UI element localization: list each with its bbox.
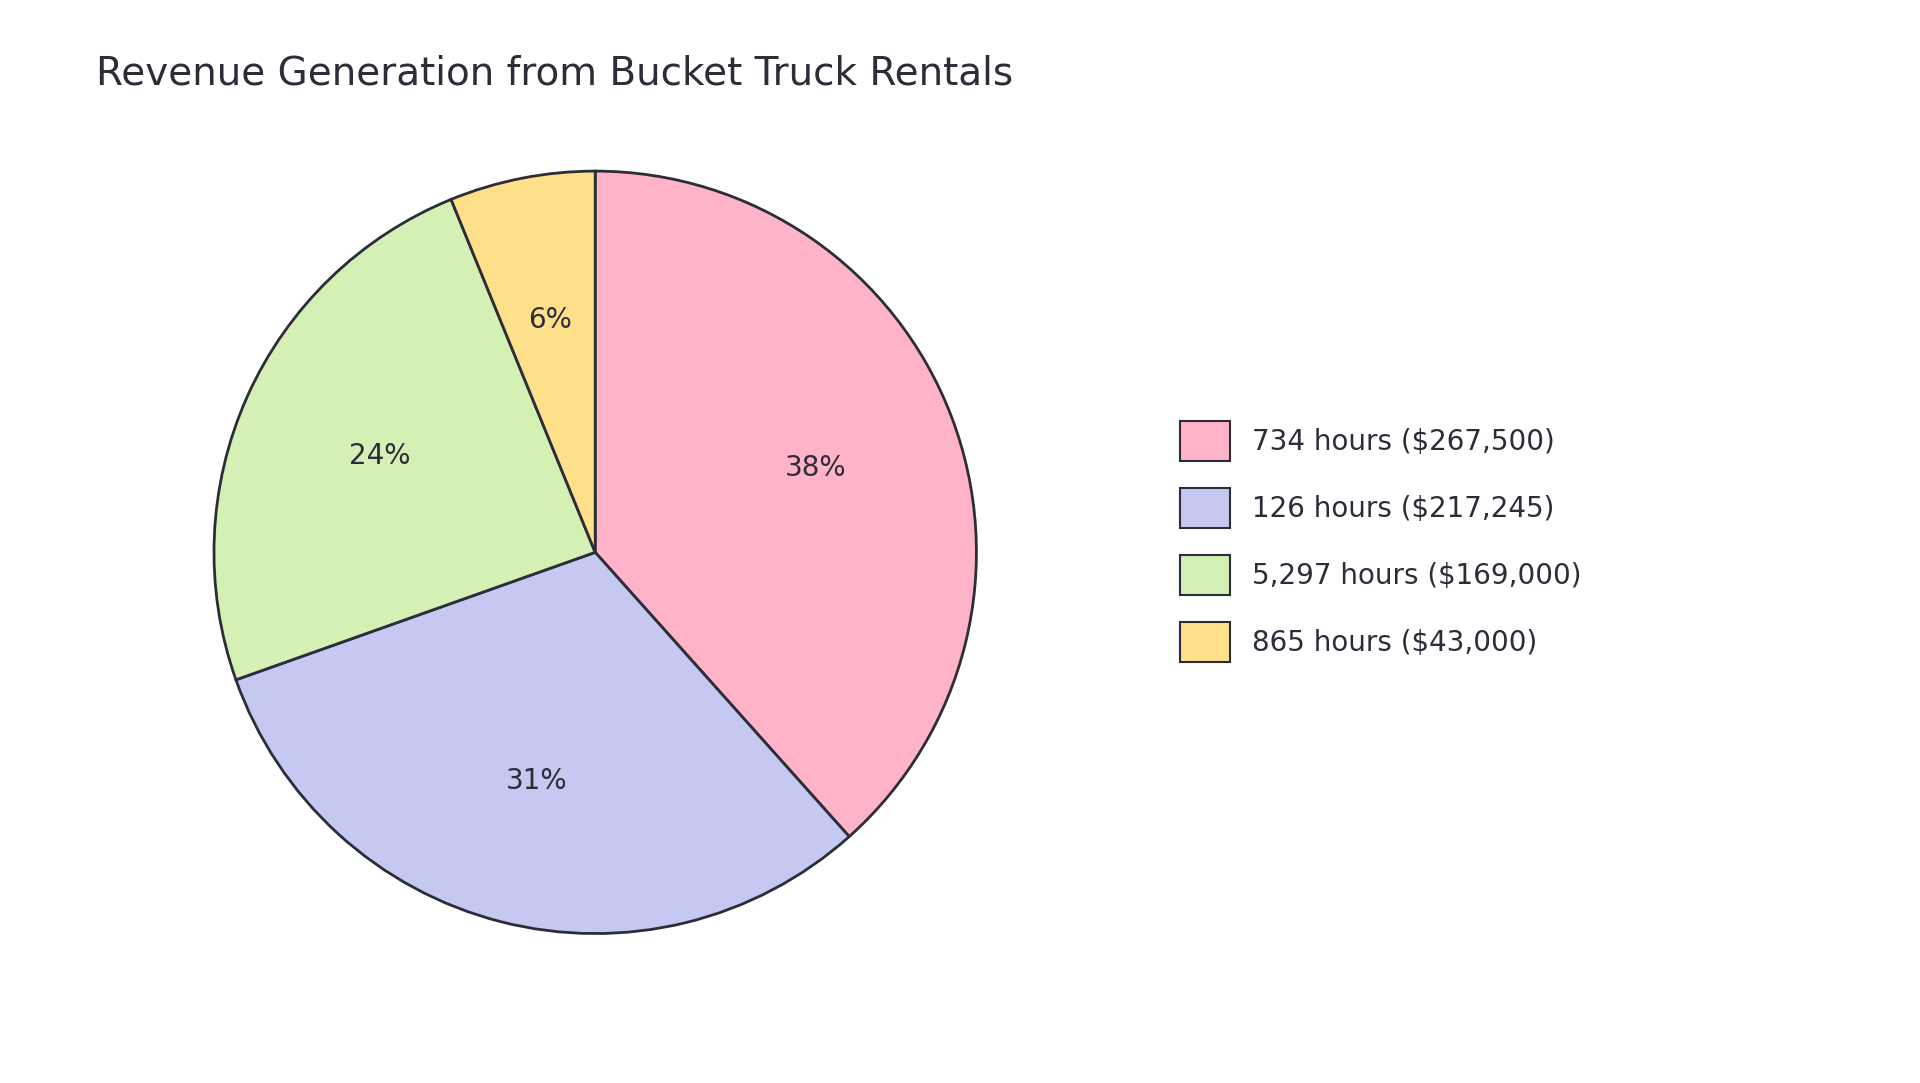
Legend: 734 hours ($267,500), 126 hours ($217,245), 5,297 hours ($169,000), 865 hours ($: 734 hours ($267,500), 126 hours ($217,24… <box>1165 407 1596 676</box>
Text: 6%: 6% <box>528 306 572 335</box>
Text: Revenue Generation from Bucket Truck Rentals: Revenue Generation from Bucket Truck Ren… <box>96 54 1014 92</box>
Text: 31%: 31% <box>505 768 568 795</box>
Wedge shape <box>213 199 595 680</box>
Wedge shape <box>595 171 977 836</box>
Text: 24%: 24% <box>349 442 411 470</box>
Text: 38%: 38% <box>785 454 847 482</box>
Wedge shape <box>236 552 849 934</box>
Wedge shape <box>451 171 595 552</box>
